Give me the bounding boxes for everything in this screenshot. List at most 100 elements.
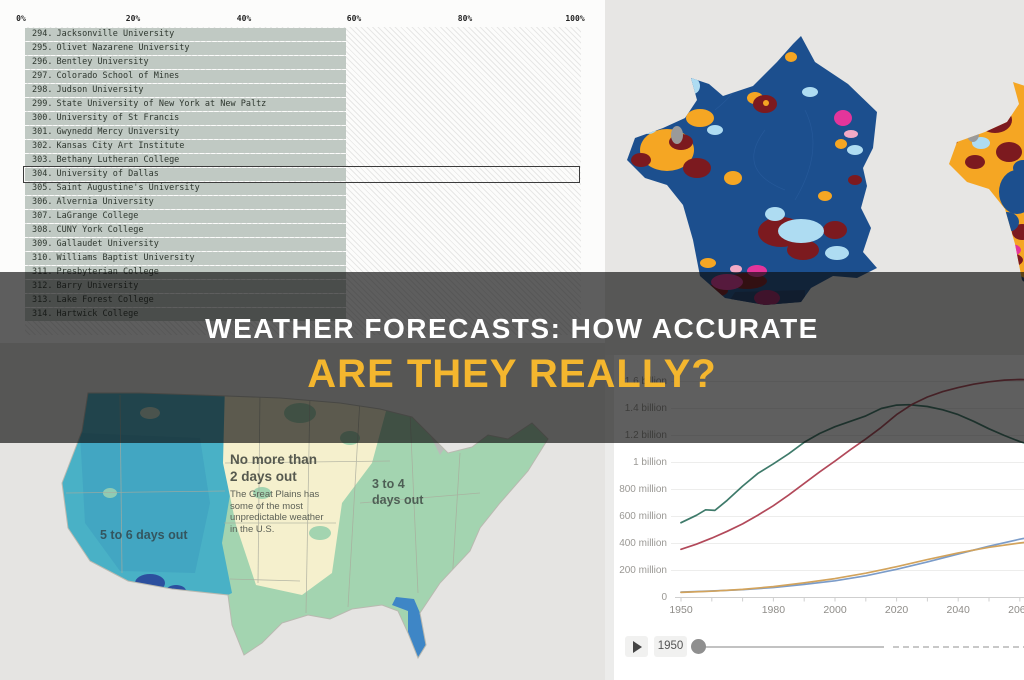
x-axis-label: 1950 <box>669 604 693 616</box>
ranking-bar: 313. Lake Forest College <box>25 294 346 307</box>
university-name: Alvernia University <box>56 197 154 207</box>
university-name: Presbyterian College <box>56 267 159 277</box>
percent-axis: 0% 20% 40% 60% 80% 100% <box>0 0 605 26</box>
axis-tick-label: 40% <box>236 14 252 23</box>
rank-number: 296. <box>32 57 53 67</box>
ranking-bar: 302. Kansas City Art Institute <box>25 140 346 153</box>
y-axis-label: 1.4 billion <box>624 402 667 414</box>
rank-number: 313. <box>32 295 53 305</box>
rank-number: 302. <box>32 141 53 151</box>
university-name: Lake Forest College <box>56 295 154 305</box>
timeline-track-projection[interactable] <box>893 646 1024 648</box>
ranking-bar: 296. Bentley University <box>25 56 346 69</box>
university-name: Kansas City Art Institute <box>56 141 185 151</box>
page-subtitle: ARE THEY REALLY? <box>307 352 717 396</box>
university-name: Gwynedd Mercy University <box>56 127 180 137</box>
axis-tick-label: 80% <box>457 14 473 23</box>
play-button[interactable] <box>625 636 648 657</box>
ranking-bar: 311. Presbyterian College <box>25 266 346 279</box>
timeline-track[interactable] <box>705 646 884 648</box>
ranking-bar: 305. Saint Augustine's University <box>25 182 346 195</box>
france-map-left <box>627 36 877 305</box>
timeline-slider-handle[interactable] <box>691 639 706 654</box>
y-axis-label: 400 million <box>619 537 667 549</box>
page-title: WEATHER FORECASTS: HOW ACCURATE <box>205 313 819 344</box>
university-name: Barry University <box>56 281 139 291</box>
x-axis-label: 2020 <box>884 604 909 616</box>
table-row: 306. Alvernia University <box>25 196 578 210</box>
y-axis-label: 200 million <box>619 564 667 576</box>
label-two-days: No more than 2 days out <box>230 452 318 484</box>
play-icon <box>633 640 642 653</box>
page-edge-strip <box>605 355 614 680</box>
rank-number: 304. <box>32 169 53 179</box>
rank-number: 297. <box>32 71 53 81</box>
ranking-bar: 306. Alvernia University <box>25 196 346 209</box>
table-row: 305. Saint Augustine's University <box>25 182 578 196</box>
y-axis-label: 600 million <box>619 510 667 522</box>
university-name: University of St Francis <box>56 113 180 123</box>
ranking-bar: 310. Williams Baptist University <box>25 252 346 265</box>
university-name: Judson University <box>56 85 144 95</box>
ranking-bar: 301. Gwynedd Mercy University <box>25 126 346 139</box>
blue-line <box>680 537 1024 593</box>
table-row: 295. Olivet Nazarene University <box>25 42 578 56</box>
rank-number: 295. <box>32 43 53 53</box>
table-row: 300. University of St Francis <box>25 112 578 126</box>
rank-number: 303. <box>32 155 53 165</box>
table-row: 294. Jacksonville University <box>25 28 578 42</box>
rank-number: 299. <box>32 99 53 109</box>
rank-number: 308. <box>32 225 53 235</box>
note-line: some of the most <box>230 500 303 512</box>
rank-number: 305. <box>32 183 53 193</box>
ranking-bar: 297. Colorado School of Mines <box>25 70 346 83</box>
rank-number: 300. <box>32 113 53 123</box>
ranking-bar: 307. LaGrange College <box>25 210 346 223</box>
teal-line <box>680 403 1024 524</box>
label-three-four-days: 3 to 4 days out <box>372 477 424 507</box>
university-name: Williams Baptist University <box>56 253 195 263</box>
table-row: 299. State University of New York at New … <box>25 98 578 112</box>
ranking-bar: 303. Bethany Lutheran College <box>25 154 346 167</box>
label-five-six-days: 5 to 6 days out <box>100 528 188 542</box>
y-axis-label: 0 <box>661 591 667 603</box>
table-row: 302. Kansas City Art Institute <box>25 140 578 154</box>
table-row: 297. Colorado School of Mines <box>25 70 578 84</box>
rank-number: 301. <box>32 127 53 137</box>
rank-number: 307. <box>32 211 53 221</box>
x-axis-label: 2040 <box>946 604 970 616</box>
axis-tick-label: 100% <box>565 14 585 23</box>
france-choropleth-maps <box>627 36 1024 309</box>
y-axis-label: 800 million <box>619 483 667 495</box>
university-name: Colorado School of Mines <box>56 71 180 81</box>
ranking-bar: 295. Olivet Nazarene University <box>25 42 346 55</box>
rank-number: 310. <box>32 253 53 263</box>
population-chart-panel: 1.6 billion 1.4 billion 1.2 billion 1 billi… <box>605 355 1024 680</box>
ranking-bar: 312. Barry University <box>25 280 346 293</box>
table-row: 308. CUNY York College <box>25 224 578 238</box>
year-display[interactable]: 1950 <box>654 636 687 657</box>
rank-number: 306. <box>32 197 53 207</box>
note-line: in the U.S. <box>230 523 275 535</box>
y-axis-label: 1 billion <box>633 456 667 468</box>
university-name: Jacksonville University <box>56 29 175 39</box>
ranking-bar: 308. CUNY York College <box>25 224 346 237</box>
university-name: Gallaudet University <box>56 239 159 249</box>
university-name: LaGrange College <box>56 211 139 221</box>
axis-tick-label: 20% <box>125 14 141 23</box>
table-row: 296. Bentley University <box>25 56 578 70</box>
y-axis-label: 1.2 billion <box>624 429 667 441</box>
ranking-bar: 299. State University of New York at New … <box>25 98 346 111</box>
university-name: Saint Augustine's University <box>56 183 200 193</box>
table-row: 303. Bethany Lutheran College <box>25 154 578 168</box>
table-row: 313. Lake Forest College <box>25 294 578 308</box>
table-row: 298. Judson University <box>25 84 578 98</box>
axis-tick-label: 60% <box>346 14 362 23</box>
table-row: 304. University of Dallas <box>25 168 578 182</box>
university-name: Olivet Nazarene University <box>56 43 190 53</box>
university-name: Bentley University <box>56 57 149 67</box>
university-ranking-panel: 0% 20% 40% 60% 80% 100% 294. Jacksonville Univ… <box>0 0 605 343</box>
axis-tick-label: 0% <box>16 14 26 23</box>
timeline-player: 1950 <box>605 631 1024 671</box>
